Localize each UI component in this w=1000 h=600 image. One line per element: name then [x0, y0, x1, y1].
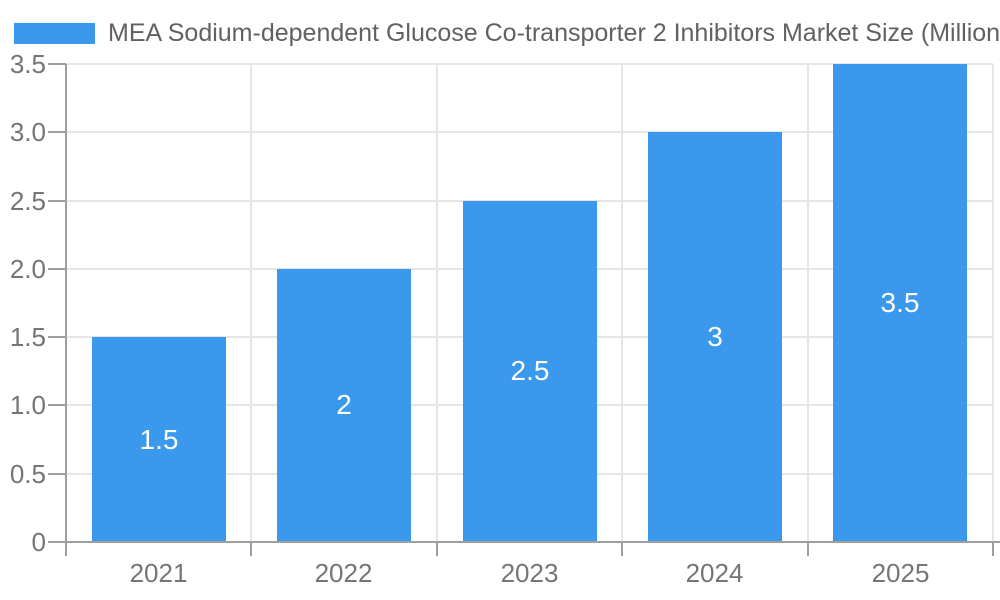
gridline-vertical [621, 64, 623, 542]
bar-2022[interactable] [277, 269, 411, 542]
legend-label: MEA Sodium-dependent Glucose Co-transpor… [108, 18, 1000, 47]
bar-value-label: 3 [707, 321, 723, 352]
bar-2025[interactable] [833, 64, 967, 542]
y-axis-tick [48, 541, 66, 543]
gridline-vertical [807, 64, 809, 542]
gridline-vertical [436, 64, 438, 542]
bar-2023[interactable] [463, 201, 597, 542]
x-tick-label: 2021 [129, 558, 188, 588]
x-tick-label: 2024 [685, 558, 744, 588]
bar-value-label: 1.5 [139, 424, 179, 455]
y-axis-tick [48, 131, 66, 133]
y-tick-label: 0.5 [9, 459, 46, 489]
gridline-horizontal [66, 131, 993, 133]
x-axis-tick [992, 542, 994, 556]
y-tick-label: 3.0 [9, 117, 46, 147]
y-axis-tick [48, 404, 66, 406]
bar-value-label: 2.5 [510, 355, 550, 386]
bar-value-label: 2 [336, 389, 352, 420]
x-tick-label: 2023 [500, 558, 559, 588]
y-axis-tick [48, 336, 66, 338]
y-tick-label: 1.0 [9, 390, 46, 420]
y-tick-label: 1.5 [9, 322, 46, 352]
x-axis [65, 541, 1000, 543]
y-axis [65, 64, 67, 542]
y-tick-label: 0 [31, 527, 46, 557]
bar-2024[interactable] [648, 132, 782, 542]
bar-2021[interactable] [92, 337, 226, 542]
legend-item[interactable]: MEA Sodium-dependent Glucose Co-transpor… [14, 18, 1000, 47]
y-axis-tick [48, 200, 66, 202]
gridline-vertical [992, 64, 994, 542]
gridline-vertical [250, 64, 252, 542]
x-axis-tick [65, 542, 67, 556]
y-tick-label: 2.0 [9, 254, 46, 284]
gridline-horizontal [66, 63, 993, 65]
y-axis-tick [48, 268, 66, 270]
y-axis-tick [48, 63, 66, 65]
legend-swatch [14, 22, 95, 44]
bar-value-label: 3.5 [880, 287, 920, 318]
x-axis-tick [621, 542, 623, 556]
x-tick-label: 2025 [871, 558, 930, 588]
x-axis-tick [436, 542, 438, 556]
y-tick-label: 2.5 [9, 186, 46, 216]
x-axis-tick [807, 542, 809, 556]
x-tick-label: 2022 [314, 558, 373, 588]
y-tick-label: 3.5 [9, 49, 46, 79]
y-axis-tick [48, 473, 66, 475]
x-axis-tick [250, 542, 252, 556]
